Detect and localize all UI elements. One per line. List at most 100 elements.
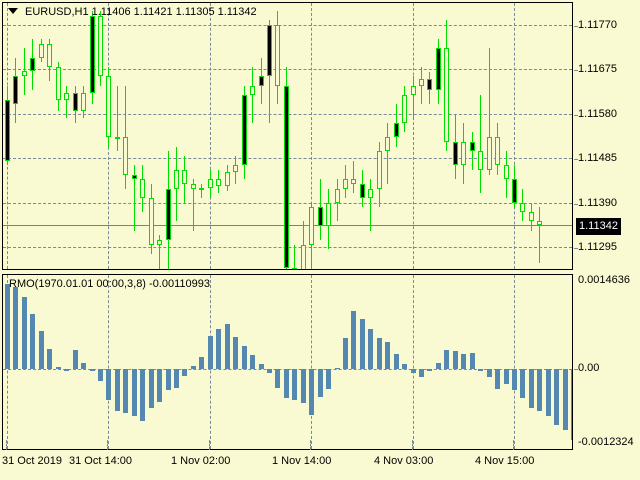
indicator-histogram-bar [520, 369, 525, 398]
current-price-tag: 1.11342 [576, 218, 621, 236]
candle-body-bullish [157, 240, 162, 245]
candle-body-bullish [301, 244, 306, 269]
indicator-histogram-bar [216, 329, 221, 370]
indicator-histogram-bar [470, 352, 475, 370]
price-axis: 1.11770 1.11675 1.11580 1.11485 1.11390 1.112… [574, 2, 640, 270]
indicator-histogram-bar [191, 365, 196, 370]
indicator-histogram-bar [166, 369, 171, 391]
time-axis-tick [412, 440, 413, 450]
price-axis-tick [574, 248, 578, 250]
candle-body-bullish [326, 202, 331, 226]
indicator-histogram-bar [149, 369, 154, 409]
indicator-histogram-bar [90, 369, 95, 372]
candle-body-bullish [208, 179, 213, 188]
time-axis-label: 4 Nov 15:00 [475, 455, 535, 467]
candle-body-bullish [411, 85, 416, 96]
price-plot-area[interactable] [3, 3, 572, 269]
indicator-histogram-bar [267, 369, 272, 374]
candle-body-bearish [242, 95, 247, 166]
indicator-histogram-bar [436, 363, 441, 370]
candle-body-bearish [259, 76, 264, 86]
indicator-histogram-bar [571, 369, 572, 441]
candle-body-bearish [267, 24, 272, 77]
indicator-histogram-bar [157, 369, 162, 402]
indicator-histogram-bar [385, 342, 390, 370]
candle-wick [117, 85, 118, 152]
candle-wick [193, 179, 194, 231]
time-axis-tick [107, 440, 108, 450]
price-axis-label: 1.11295 [578, 241, 617, 254]
price-axis-tick [574, 203, 578, 205]
candle-body-bullish [149, 197, 154, 245]
candle-body-bullish [419, 78, 424, 86]
candle-body-bullish [22, 70, 27, 77]
candle-body-bearish [360, 183, 365, 198]
chevron-down-icon[interactable] [8, 8, 18, 14]
candle-wick [159, 235, 160, 269]
candle-body-bullish [81, 92, 86, 112]
candle-body-bullish [461, 141, 466, 166]
candle-body-bullish [123, 137, 128, 175]
indicator-histogram-bar [512, 369, 517, 391]
indicator-histogram-bar [5, 284, 10, 370]
indicator-panel[interactable]: RMO(1970.01.01 00:00,3,8) -0.00110993 [2, 274, 573, 450]
candle-wick [539, 207, 540, 264]
time-axis-label: 1 Nov 14:00 [272, 455, 332, 467]
indicator-histogram-bar [554, 369, 559, 425]
indicator-histogram-bar [546, 369, 551, 416]
time-axis-tick [6, 440, 7, 450]
candle-body-bullish [275, 24, 280, 86]
indicator-histogram-bar [115, 369, 120, 412]
indicator-plot-area[interactable] [3, 275, 572, 449]
indicator-histogram-bar [242, 346, 247, 370]
candle-body-bullish [487, 137, 492, 170]
candle-body-bullish [309, 207, 314, 245]
candle-body-bullish [537, 221, 542, 226]
candle-body-bullish [250, 85, 255, 96]
price-axis-label: 1.11580 [578, 107, 617, 120]
candle-body-bearish [5, 99, 10, 161]
indicator-histogram-bar [174, 369, 179, 388]
price-gridline-vertical [413, 3, 414, 269]
candle-body-bullish [56, 67, 61, 100]
candle-wick [387, 123, 388, 184]
time-axis: 31 Oct 2019 31 Oct 14:00 1 Nov 02:00 1 Nov … [2, 440, 573, 478]
candle-body-bullish [529, 211, 534, 222]
candle-body-bullish [39, 43, 44, 58]
candle-wick [201, 183, 202, 198]
candle-body-bullish [478, 151, 483, 170]
candle-wick [134, 165, 135, 231]
candle-body-bullish [504, 165, 509, 180]
price-chart-panel[interactable]: EURUSD,H1 1.11406 1.11421 1.11305 1.1134… [2, 2, 573, 270]
time-axis-tick [209, 440, 210, 450]
indicator-histogram-bar [487, 369, 492, 378]
candle-body-bullish [225, 172, 230, 187]
price-gridline-vertical [514, 3, 515, 269]
candle-wick [353, 160, 354, 194]
indicator-gridline-vertical [108, 275, 109, 449]
indicator-gridline-vertical [311, 275, 312, 449]
candle-wick [252, 67, 253, 124]
candle-body-bearish [90, 15, 95, 93]
indicator-histogram-bar [478, 369, 483, 371]
indicator-axis-tick [574, 369, 578, 371]
indicator-histogram-bar [199, 356, 204, 370]
candle-body-bullish [106, 76, 111, 138]
indicator-histogram-bar [73, 350, 78, 370]
time-axis-tick [513, 440, 514, 450]
indicator-histogram-bar [47, 348, 52, 370]
candle-body-bearish [427, 78, 432, 91]
time-axis-label: 31 Oct 2019 [2, 455, 62, 467]
indicator-axis-label: 0.0014636 [578, 274, 630, 286]
price-axis-label: 1.11770 [578, 18, 617, 31]
candle-body-bearish [318, 207, 323, 226]
time-axis-label: 1 Nov 02:00 [171, 455, 231, 467]
indicator-histogram-bar [13, 286, 18, 370]
indicator-histogram-bar [39, 330, 44, 370]
candle-body-bearish [132, 174, 137, 180]
candle-body-bearish [512, 179, 517, 203]
indicator-histogram-bar [504, 369, 509, 384]
indicator-histogram-bar [529, 369, 534, 409]
candle-body-bearish [13, 76, 18, 105]
